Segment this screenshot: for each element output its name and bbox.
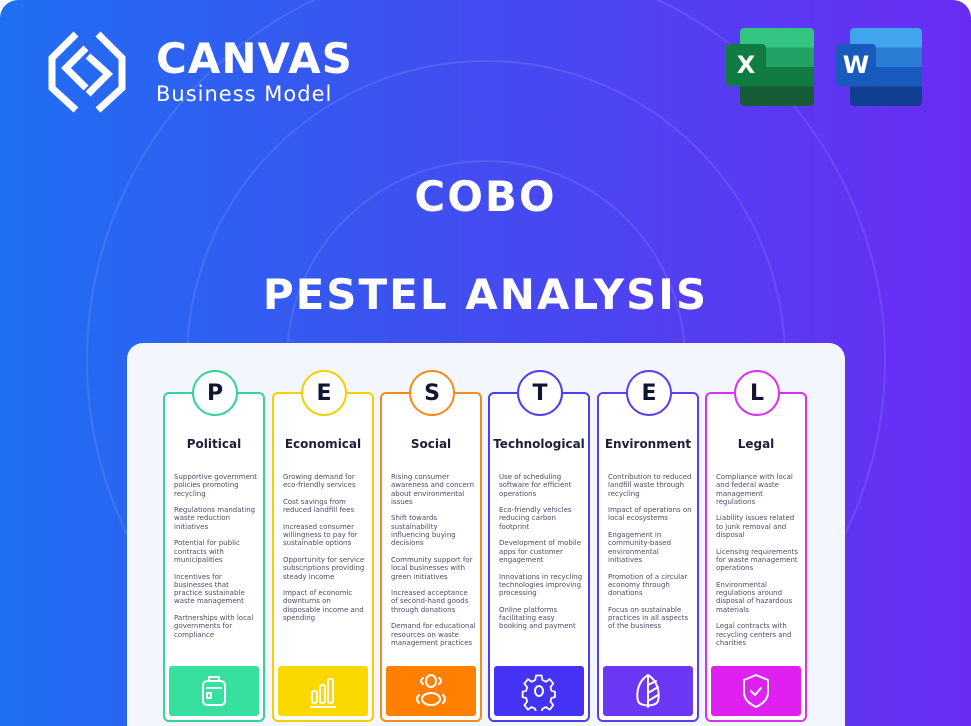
- pestel-card-technological: T Technological Use of scheduling softwar…: [488, 370, 590, 722]
- factor-item: Innovations in recycling technologies im…: [499, 572, 583, 598]
- factor-item: Environmental regulations around disposa…: [716, 580, 793, 614]
- factor-item: Demand for educational resources on wast…: [391, 622, 476, 647]
- word-letter: W: [836, 44, 876, 86]
- page-subtitle: PESTEL ANALYSIS: [262, 270, 709, 319]
- people-icon: [416, 674, 446, 706]
- excel-icon[interactable]: X: [726, 28, 814, 108]
- factor-item: Growing demand for eco-friendly services: [283, 473, 356, 490]
- card-title: Environment: [604, 437, 692, 451]
- icon-box: [494, 666, 584, 716]
- excel-letter: X: [726, 44, 766, 86]
- letter-badge: E: [626, 370, 672, 416]
- factor-item: Shift towards sustainability influencing…: [391, 514, 456, 548]
- factor-item: Licensing requirements for waste managem…: [716, 547, 798, 573]
- factor-list: Contribution to reduced landfill waste t…: [608, 473, 693, 639]
- factor-item: Increased acceptance of second-hand good…: [391, 589, 469, 614]
- factor-list: Use of scheduling software for efficient…: [499, 473, 584, 639]
- factor-item: Opportunity for service subscriptions pr…: [283, 555, 365, 581]
- factor-item: Development of mobile apps for customer …: [499, 539, 582, 564]
- bar-chart-icon: [310, 678, 336, 708]
- factor-item: Liability issues related to junk removal…: [716, 514, 795, 540]
- factor-list: Compliance with local and federal waste …: [716, 473, 801, 656]
- pestel-card-political: P Political Supportive government policie…: [163, 370, 265, 722]
- factor-item: Use of scheduling software for efficient…: [499, 473, 572, 498]
- brand: CANVAS Business Model: [156, 34, 353, 107]
- factor-item: Increased consumer willingness to pay fo…: [283, 522, 358, 548]
- factor-list: Growing demand for eco-friendly services…: [283, 473, 368, 631]
- decor-ring: [86, 0, 886, 726]
- card-title: Economical: [284, 437, 362, 451]
- icon-box: [603, 666, 693, 716]
- icon-box: [169, 666, 259, 716]
- letter-badge: P: [192, 370, 238, 416]
- word-icon[interactable]: W: [836, 28, 924, 108]
- briefcase-icon: [202, 676, 226, 706]
- pestel-card-legal: L Legal Compliance with local and federal…: [705, 370, 807, 722]
- card-title: Legal: [737, 437, 775, 451]
- icon-box: [278, 666, 368, 716]
- brand-name: CANVAS: [156, 34, 353, 83]
- factor-item: Engagement in community-based environmen…: [608, 531, 672, 564]
- factor-item: Legal contracts with recycling centers a…: [716, 622, 792, 647]
- pestel-card-environment: E Environment Contribution to reduced lan…: [597, 370, 699, 722]
- letter-badge: T: [517, 370, 563, 416]
- factor-item: Contribution to reduced landfill waste t…: [608, 473, 692, 498]
- canvas-logo-icon: [48, 31, 126, 113]
- icon-box: [711, 666, 801, 716]
- shield-check-icon: [743, 674, 769, 708]
- card-title: Technological: [493, 437, 585, 451]
- card-title: Political: [186, 437, 242, 451]
- company-title: COBO: [414, 172, 557, 221]
- factor-list: Rising consumer awareness and concern ab…: [391, 473, 476, 656]
- factor-item: Online platforms facilitating easy booki…: [499, 605, 576, 631]
- factor-item: Eco-friendly vehicles reducing carbon fo…: [499, 506, 572, 531]
- factor-item: Promotion of a circular economy through …: [608, 572, 688, 598]
- letter-badge: S: [409, 370, 455, 416]
- gear-icon: [521, 674, 556, 711]
- pestel-card-economical: E Economical Growing demand for eco-frien…: [272, 370, 374, 722]
- factor-item: Incentives for businesses that practice …: [174, 572, 245, 606]
- factor-item: Supportive government policies promoting…: [174, 473, 257, 498]
- factor-item: Impact of economic downturns on disposab…: [283, 589, 364, 623]
- factor-item: Community support for local businesses w…: [391, 555, 473, 581]
- brand-tagline: Business Model: [156, 82, 333, 106]
- factor-item: Cost savings from reduced landfill fees: [283, 497, 355, 515]
- leaf-icon: [636, 674, 660, 708]
- factor-item: Potential for public contracts with muni…: [174, 539, 240, 564]
- factor-item: Partnerships with local governments for …: [174, 614, 254, 639]
- pestel-card-social: S Social Rising consumer awareness and co…: [380, 370, 482, 722]
- letter-badge: E: [301, 370, 347, 416]
- card-title: Social: [410, 437, 452, 451]
- factor-list: Supportive government policies promoting…: [174, 473, 259, 647]
- letter-badge: L: [734, 370, 780, 416]
- factor-item: Rising consumer awareness and concern ab…: [391, 473, 474, 506]
- factor-item: Impact of operations on local ecosystems: [608, 506, 692, 523]
- factor-item: Focus on sustainable practices in all as…: [608, 605, 689, 631]
- icon-box: [386, 666, 476, 716]
- factor-item: Regulations mandating waste reduction in…: [174, 506, 256, 531]
- factor-item: Compliance with local and federal waste …: [716, 473, 793, 506]
